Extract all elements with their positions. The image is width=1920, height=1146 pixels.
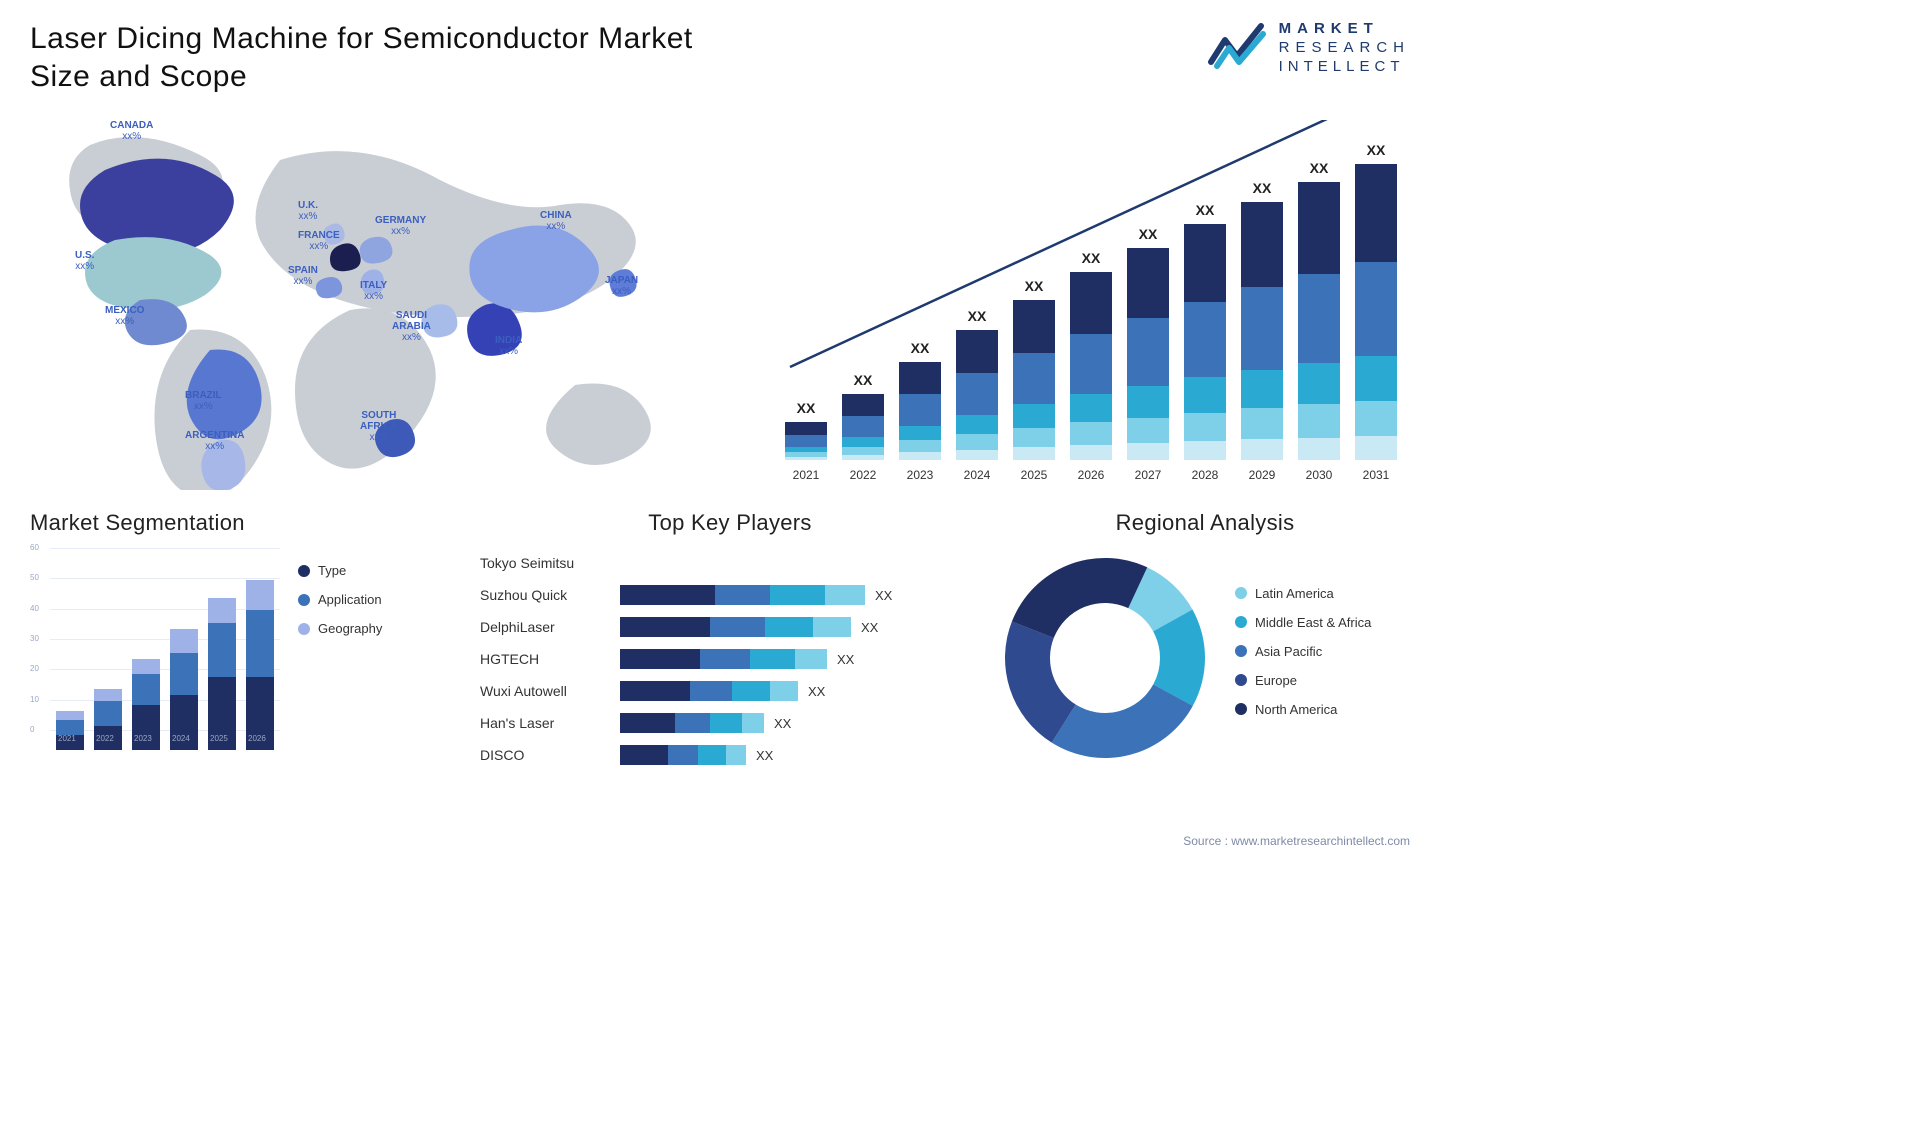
player-bar bbox=[620, 617, 851, 637]
player-row: Wuxi Autowell XX bbox=[480, 676, 980, 706]
forecast-year-label: 2031 bbox=[1355, 468, 1397, 482]
logo-mark-icon bbox=[1207, 22, 1269, 74]
segmentation-bar-segment bbox=[170, 629, 198, 653]
segmentation-chart: 0102030405060202120222023202420252026 bbox=[30, 548, 280, 768]
key-players-title: Top Key Players bbox=[480, 510, 980, 536]
legend-item: North America bbox=[1235, 702, 1371, 717]
player-value: XX bbox=[861, 620, 878, 635]
player-row: Suzhou Quick XX bbox=[480, 580, 980, 610]
player-bar bbox=[620, 585, 865, 605]
player-name: HGTECH bbox=[480, 651, 620, 667]
regional-legend: Latin America Middle East & Africa Asia Pa… bbox=[1235, 586, 1371, 731]
forecast-chart-panel: 2021XX2022XX2023XX2024XX2025XX2026XX2027… bbox=[730, 110, 1410, 490]
segmentation-title: Market Segmentation bbox=[30, 510, 460, 536]
legend-item: Latin America bbox=[1235, 586, 1371, 601]
header: Laser Dicing Machine for Semiconductor M… bbox=[30, 20, 1410, 95]
segmentation-bar-segment bbox=[132, 674, 160, 704]
trend-arrow-icon bbox=[775, 120, 1417, 460]
segmentation-panel: Market Segmentation 01020304050602021202… bbox=[30, 510, 460, 772]
map-label: GERMANYxx% bbox=[375, 215, 426, 237]
forecast-year-label: 2026 bbox=[1070, 468, 1112, 482]
map-label: CANADAxx% bbox=[110, 120, 153, 142]
player-row: DelphiLaser XX bbox=[480, 612, 980, 642]
forecast-year-label: 2030 bbox=[1298, 468, 1340, 482]
brand-logo: MARKET RESEARCH INTELLECT bbox=[1207, 20, 1410, 76]
player-name: DelphiLaser bbox=[480, 619, 620, 635]
segmentation-bar-segment bbox=[94, 701, 122, 725]
bottom-row: Market Segmentation 01020304050602021202… bbox=[30, 510, 1410, 772]
segmentation-bar-segment bbox=[56, 720, 84, 735]
map-label: ITALYxx% bbox=[360, 280, 387, 302]
player-bar bbox=[620, 649, 827, 669]
legend-item: Middle East & Africa bbox=[1235, 615, 1371, 630]
map-label: ARGENTINAxx% bbox=[185, 430, 244, 452]
map-label: SAUDIARABIAxx% bbox=[392, 310, 431, 343]
regional-donut bbox=[1000, 553, 1210, 763]
legend-item: Geography bbox=[298, 621, 382, 636]
segmentation-legend: Type Application Geography bbox=[298, 548, 382, 768]
player-value: XX bbox=[875, 588, 892, 603]
forecast-year-label: 2025 bbox=[1013, 468, 1055, 482]
key-players-chart: Tokyo Seimitsu Suzhou Quick XX DelphiLaser X… bbox=[480, 548, 980, 770]
segmentation-bar-segment bbox=[94, 689, 122, 701]
key-players-panel: Top Key Players Tokyo Seimitsu Suzhou Qui… bbox=[480, 510, 980, 772]
logo-text: MARKET RESEARCH INTELLECT bbox=[1279, 20, 1410, 76]
map-label: JAPANxx% bbox=[605, 275, 638, 297]
forecast-year-label: 2022 bbox=[842, 468, 884, 482]
source-attribution: Source : www.marketresearchintellect.com bbox=[1183, 834, 1410, 848]
segmentation-bar-segment bbox=[56, 711, 84, 720]
segmentation-bar-segment bbox=[208, 623, 236, 678]
player-name: Suzhou Quick bbox=[480, 587, 620, 603]
segmentation-bar-segment bbox=[132, 705, 160, 751]
regional-title: Regional Analysis bbox=[1000, 510, 1410, 536]
page-title: Laser Dicing Machine for Semiconductor M… bbox=[30, 20, 750, 95]
map-label: MEXICOxx% bbox=[105, 305, 144, 327]
map-label: FRANCExx% bbox=[298, 230, 340, 252]
segmentation-bar-segment bbox=[170, 653, 198, 695]
forecast-year-label: 2024 bbox=[956, 468, 998, 482]
player-row: DISCO XX bbox=[480, 740, 980, 770]
legend-item: Type bbox=[298, 563, 382, 578]
map-label: SOUTHAFRICAxx% bbox=[360, 410, 398, 443]
legend-item: Europe bbox=[1235, 673, 1371, 688]
map-label: BRAZILxx% bbox=[185, 390, 222, 412]
map-label: U.S.xx% bbox=[75, 250, 94, 272]
segmentation-bar-segment bbox=[246, 610, 274, 677]
forecast-year-label: 2027 bbox=[1127, 468, 1169, 482]
player-value: XX bbox=[837, 652, 854, 667]
player-row: Tokyo Seimitsu bbox=[480, 548, 980, 578]
donut-slice bbox=[1052, 684, 1193, 758]
player-value: XX bbox=[774, 716, 791, 731]
player-name: Tokyo Seimitsu bbox=[480, 555, 620, 571]
legend-item: Application bbox=[298, 592, 382, 607]
world-map-panel: CANADAxx% U.S.xx% MEXICOxx% BRAZILxx% ARGENT… bbox=[30, 110, 730, 490]
segmentation-bar-segment bbox=[246, 580, 274, 610]
player-row: Han's Laser XX bbox=[480, 708, 980, 738]
donut-slice bbox=[1012, 558, 1147, 638]
segmentation-bar-segment bbox=[208, 598, 236, 622]
regional-panel: Regional Analysis Latin America Middle Ea… bbox=[1000, 510, 1410, 772]
player-row: HGTECH XX bbox=[480, 644, 980, 674]
player-value: XX bbox=[756, 748, 773, 763]
player-value: XX bbox=[808, 684, 825, 699]
map-label: U.K.xx% bbox=[298, 200, 318, 222]
player-name: DISCO bbox=[480, 747, 620, 763]
player-name: Wuxi Autowell bbox=[480, 683, 620, 699]
forecast-year-label: 2028 bbox=[1184, 468, 1226, 482]
player-bar bbox=[620, 713, 764, 733]
player-bar bbox=[620, 681, 798, 701]
forecast-year-label: 2023 bbox=[899, 468, 941, 482]
player-bar bbox=[620, 745, 746, 765]
map-label: INDIAxx% bbox=[495, 335, 522, 357]
segmentation-bar-segment bbox=[132, 659, 160, 674]
map-label: SPAINxx% bbox=[288, 265, 318, 287]
map-label: CHINAxx% bbox=[540, 210, 572, 232]
player-name: Han's Laser bbox=[480, 715, 620, 731]
forecast-year-label: 2021 bbox=[785, 468, 827, 482]
forecast-chart: 2021XX2022XX2023XX2024XX2025XX2026XX2027… bbox=[785, 150, 1400, 460]
forecast-year-label: 2029 bbox=[1241, 468, 1283, 482]
legend-item: Asia Pacific bbox=[1235, 644, 1371, 659]
top-row: CANADAxx% U.S.xx% MEXICOxx% BRAZILxx% ARGENT… bbox=[30, 110, 1410, 490]
